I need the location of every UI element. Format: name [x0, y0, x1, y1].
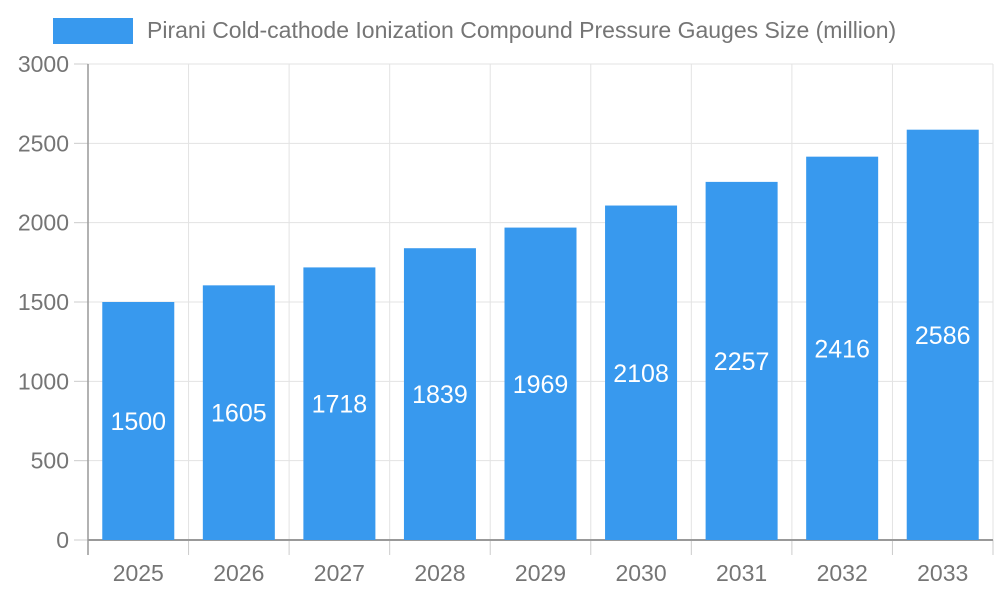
y-axis-label: 0 [56, 527, 69, 553]
y-axis-label: 1500 [18, 289, 69, 315]
bar-2033[interactable] [906, 129, 979, 541]
bar-2025[interactable] [102, 302, 175, 540]
bar-2029[interactable] [504, 227, 577, 540]
y-axis-label: 3000 [18, 51, 69, 77]
bar-2031[interactable] [705, 181, 778, 540]
bar-2028[interactable] [403, 248, 476, 540]
y-axis-label: 500 [31, 448, 69, 474]
bar-value-label: 2416 [814, 335, 870, 363]
x-axis-label: 2028 [414, 560, 465, 586]
bar-value-label: 1718 [312, 391, 368, 419]
legend-title: Pirani Cold-cathode Ionization Compound … [147, 17, 897, 43]
chart-legend[interactable]: Pirani Cold-cathode Ionization Compound … [53, 17, 896, 44]
y-axis-label: 1000 [18, 368, 69, 394]
y-axis-label: 2000 [18, 210, 69, 236]
legend-swatch [53, 17, 133, 44]
x-axis-label: 2032 [817, 560, 868, 586]
bar-value-label: 1500 [110, 408, 166, 436]
x-axis-label: 2033 [917, 560, 968, 586]
bar-value-label: 1605 [211, 400, 267, 428]
bar-2030[interactable] [605, 205, 678, 540]
x-axis-label: 2031 [716, 560, 767, 586]
x-axis-label: 2030 [615, 560, 666, 586]
bar-value-label: 2108 [613, 360, 669, 388]
bar-2027[interactable] [303, 267, 376, 540]
bar-value-label: 2586 [915, 322, 971, 350]
y-axis-label: 2500 [18, 130, 69, 156]
x-axis-label: 2026 [213, 560, 264, 586]
bar-value-label: 1969 [513, 371, 569, 399]
bar-value-label: 2257 [714, 348, 770, 376]
bar-2032[interactable] [806, 156, 879, 541]
x-axis-label: 2025 [113, 560, 164, 586]
x-axis-label: 2027 [314, 560, 365, 586]
bar-2026[interactable] [202, 285, 275, 540]
bar-value-label: 1839 [412, 381, 468, 409]
x-axis-label: 2029 [515, 560, 566, 586]
